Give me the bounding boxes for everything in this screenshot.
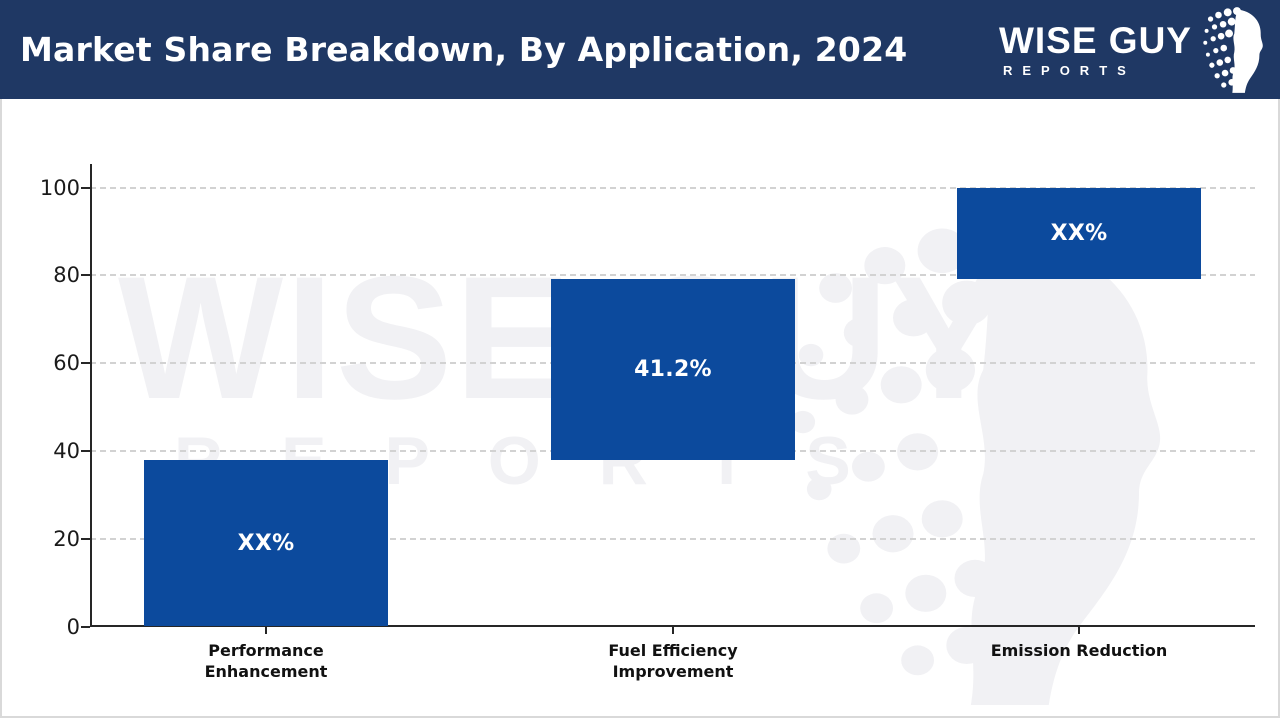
x-axis-line [90, 625, 1255, 627]
page-title: Market Share Breakdown, By Application, … [20, 30, 908, 69]
y-tick-mark [81, 274, 90, 277]
logo-face-icon [1203, 6, 1263, 93]
y-tick-mark [81, 625, 90, 628]
grid-line [90, 186, 1255, 189]
bar-value-label: 41.2% [634, 357, 712, 383]
wise-guy-reports-logo: WISE GUY REPORTS [999, 6, 1280, 94]
y-axis-line [90, 164, 92, 627]
x-category-label-line: Performance [208, 641, 324, 660]
watermark-face-icon [790, 221, 1161, 705]
x-tick-mark [265, 627, 267, 634]
x-category-label-line: Fuel Efficiency [608, 641, 738, 660]
logo-wordmark: WISE GUY [998, 19, 1192, 61]
x-category-label-line: Improvement [612, 662, 734, 681]
y-tick-label: 60 [53, 351, 80, 376]
bar: XX% [144, 460, 388, 627]
x-category-label: Performance Enhancement [106, 640, 426, 682]
x-tick-mark [672, 627, 674, 634]
y-tick-label: 20 [53, 526, 80, 551]
x-category-label: Emission Reduction [919, 640, 1239, 661]
x-category-label-line: Emission Reduction [990, 641, 1168, 660]
header-bar: Market Share Breakdown, By Application, … [0, 0, 1280, 99]
y-tick-mark [81, 537, 90, 540]
grid-line [90, 537, 1255, 540]
logo-text: WISE GUY REPORTS [999, 22, 1192, 78]
bar: 41.2% [551, 279, 795, 461]
x-category-label: Fuel Efficiency Improvement [513, 640, 833, 682]
y-tick-mark [81, 449, 90, 452]
bar-value-label: XX% [237, 530, 295, 556]
x-tick-mark [1078, 627, 1080, 634]
bar: XX% [957, 187, 1201, 280]
y-tick-label: 100 [39, 175, 80, 200]
y-tick-mark [81, 362, 90, 365]
x-category-label-line: Enhancement [204, 662, 328, 681]
y-tick-label: 40 [53, 438, 80, 463]
grid-line [90, 274, 1255, 277]
chart-area: WISE GUY REPORTS 0 20 40 60 80 100 XX% 41.2% XX%… [0, 99, 1280, 718]
y-tick-label: 0 [66, 614, 80, 639]
bar-value-label: XX% [1050, 220, 1108, 246]
y-tick-mark [81, 186, 90, 189]
y-tick-label: 80 [53, 263, 80, 288]
logo-subtext: REPORTS [1002, 62, 1136, 78]
